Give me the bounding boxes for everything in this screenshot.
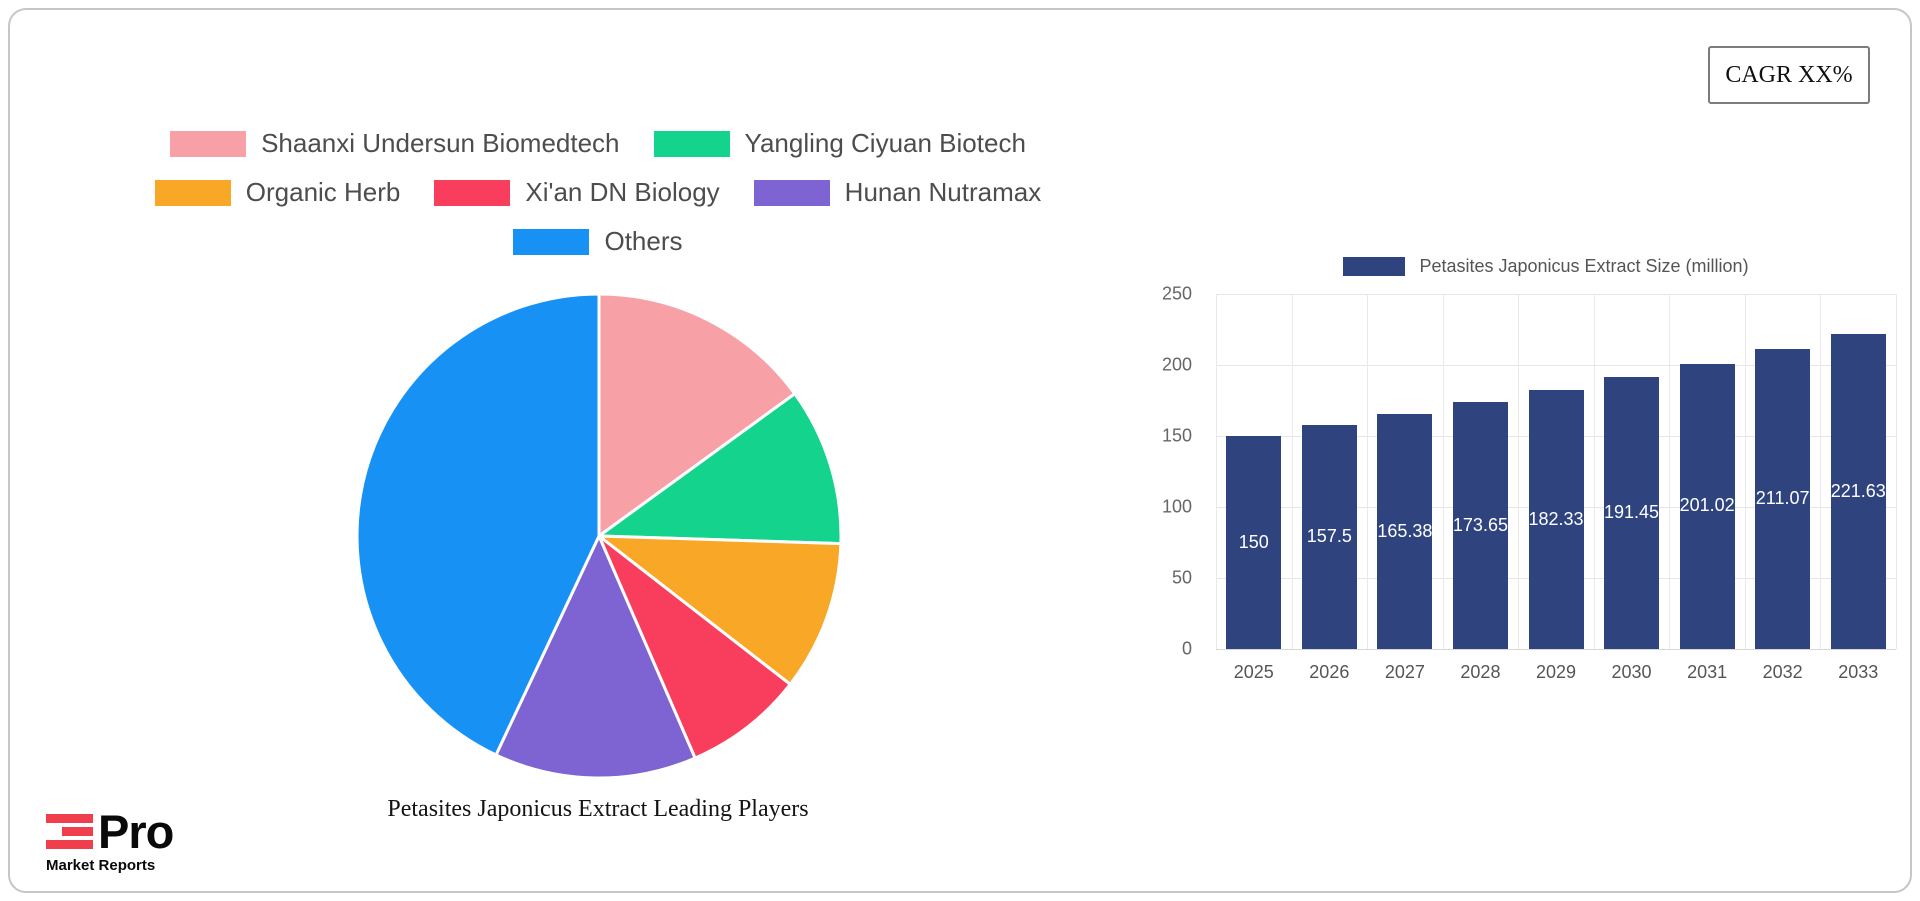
legend-swatch xyxy=(753,179,830,206)
gridline-h xyxy=(1216,649,1896,650)
bar-value-label: 211.07 xyxy=(1755,488,1810,509)
legend-item-organic-herb: Organic Herb xyxy=(154,177,401,208)
logo-top: Pro xyxy=(46,805,174,858)
logo-bar xyxy=(46,814,93,823)
bar-x-axis: 2025 2026 2027 2028 2029 2030 2031 2032 2033 xyxy=(1216,662,1896,688)
gridline-v xyxy=(1291,294,1293,649)
y-tick-label: 100 xyxy=(1161,496,1192,517)
pie-slice-3 xyxy=(597,534,792,760)
logo-bar xyxy=(62,827,93,836)
legend-swatch xyxy=(434,179,511,206)
legend-item-yangling-ciyuan: Yangling Ciyuan Biotech xyxy=(653,128,1026,159)
cagr-box: CAGR XX% xyxy=(1708,46,1870,104)
x-tick-label: 2030 xyxy=(1611,662,1652,682)
bar-legend-swatch xyxy=(1343,257,1406,276)
pie-slice-2 xyxy=(597,534,843,686)
x-tick-label: 2027 xyxy=(1384,662,1425,682)
logo-subtitle: Market Reports xyxy=(46,857,156,874)
gridline-h xyxy=(1216,294,1896,295)
gridline-v xyxy=(1216,294,1217,649)
bar-2026 xyxy=(1301,425,1357,649)
bar-2027 xyxy=(1377,414,1433,649)
x-tick-label: 2029 xyxy=(1535,662,1577,682)
gridline-v xyxy=(1896,294,1897,649)
gridline-v xyxy=(1669,294,1671,649)
bar-2032 xyxy=(1755,349,1811,649)
pie-chart-title: Petasites Japonicus Extract Leading Play… xyxy=(387,796,809,822)
legend-item-others: Others xyxy=(513,226,683,257)
legend-item-xian-dn-biology: Xi'an DN Biology xyxy=(434,177,720,208)
y-tick-label: 150 xyxy=(1161,425,1192,446)
gridline-v xyxy=(1442,294,1444,649)
bar-2031 xyxy=(1679,363,1735,649)
bar-value-label: 182.33 xyxy=(1528,508,1584,529)
pie-chart xyxy=(353,290,845,782)
legend-label: Hunan Nutramax xyxy=(844,177,1042,207)
x-tick-label: 2025 xyxy=(1233,662,1274,682)
y-tick-label: 250 xyxy=(1161,283,1192,304)
logo: Pro Market Reports xyxy=(46,805,174,874)
pie-legend-row-3: Others xyxy=(98,226,1098,257)
legend-swatch xyxy=(653,130,730,157)
legend-swatch xyxy=(513,228,590,255)
gridline-v xyxy=(1820,294,1822,649)
legend-item-shaanxi-undersun: Shaanxi Undersun Biomedtech xyxy=(170,128,620,159)
legend-label: Organic Herb xyxy=(245,177,401,207)
bar-2028 xyxy=(1452,402,1508,649)
legend-swatch xyxy=(170,130,247,157)
bar-2033 xyxy=(1830,334,1886,649)
pie-slice-4 xyxy=(494,534,697,780)
x-tick-label: 2026 xyxy=(1309,662,1350,682)
bar-legend-label: Petasites Japonicus Extract Size (millio… xyxy=(1419,256,1749,276)
bar-y-axis: 0 50 100 150 200 250 xyxy=(1130,284,1204,659)
legend-item-hunan-nutramax: Hunan Nutramax xyxy=(753,177,1042,208)
bar-plot: 150 157.5 165.38 173.65 182.33 191.45 201.02 21… xyxy=(1216,294,1897,650)
bar-2029 xyxy=(1528,390,1584,649)
pie-slice-0 xyxy=(597,292,797,538)
pie-chart-svg xyxy=(355,292,843,780)
pie-legend-row-1: Shaanxi Undersun Biomedtech Yangling Ciy… xyxy=(98,128,1098,159)
bar-value-label: 221.63 xyxy=(1830,480,1886,501)
bar-value-label: 165.38 xyxy=(1377,520,1433,541)
gridline-v xyxy=(1367,294,1369,649)
bar-2025 xyxy=(1226,436,1282,649)
page-frame: CAGR XX% Shaanxi Undersun Biomedtech Yan… xyxy=(8,8,1912,893)
x-tick-label: 2028 xyxy=(1460,662,1501,682)
y-tick-label: 200 xyxy=(1161,354,1192,375)
bar-value-label: 150 xyxy=(1238,531,1269,552)
legend-label: Xi'an DN Biology xyxy=(525,177,720,207)
bar-value-label: 201.02 xyxy=(1679,495,1735,516)
gridline-v xyxy=(1518,294,1520,649)
legend-swatch xyxy=(154,179,231,206)
legend-label: Yangling Ciyuan Biotech xyxy=(744,128,1026,158)
cagr-label: CAGR XX% xyxy=(1725,61,1853,88)
pie-slice-5 xyxy=(355,292,601,757)
gridline-v xyxy=(1744,294,1746,649)
x-tick-label: 2032 xyxy=(1762,662,1803,682)
y-tick-label: 0 xyxy=(1181,638,1192,659)
logo-title: Pro xyxy=(98,805,174,858)
bar-2030 xyxy=(1604,377,1660,649)
legend-label: Shaanxi Undersun Biomedtech xyxy=(261,128,620,158)
pie-legend-row-2: Organic Herb Xi'an DN Biology Hunan Nutr… xyxy=(98,177,1098,208)
pie-slice-1 xyxy=(597,392,843,546)
x-tick-label: 2033 xyxy=(1838,662,1879,682)
legend-label: Others xyxy=(604,226,683,256)
logo-bar xyxy=(46,840,93,849)
bar-value-label: 173.65 xyxy=(1452,514,1508,535)
logo-bars-icon xyxy=(46,814,93,849)
bar-value-label: 191.45 xyxy=(1604,502,1660,523)
y-tick-label: 50 xyxy=(1171,567,1192,588)
pie-legend: Shaanxi Undersun Biomedtech Yangling Ciy… xyxy=(98,128,1098,257)
gridline-h xyxy=(1216,365,1896,366)
gridline-v xyxy=(1593,294,1595,649)
x-tick-label: 2031 xyxy=(1687,662,1728,682)
bar-value-label: 157.5 xyxy=(1306,526,1352,547)
bar-chart-legend: Petasites Japonicus Extract Size (millio… xyxy=(1196,256,1896,277)
